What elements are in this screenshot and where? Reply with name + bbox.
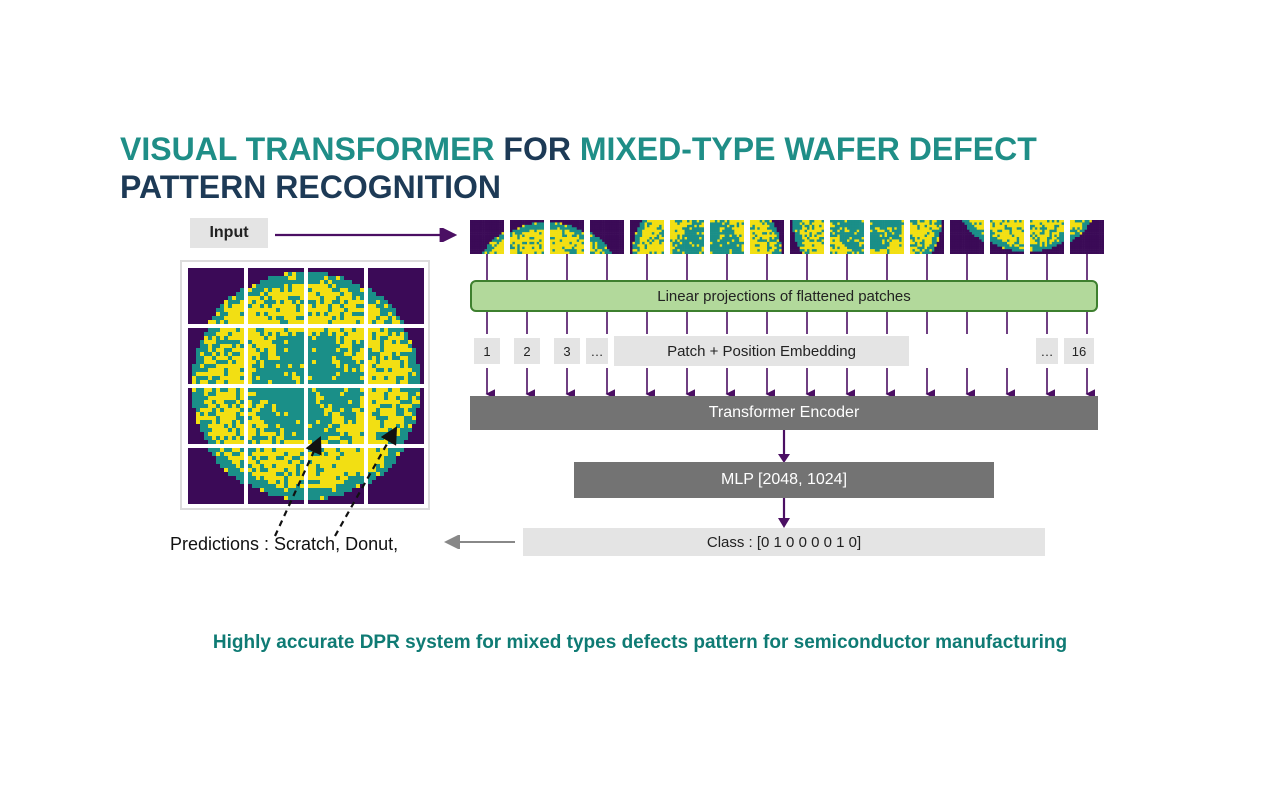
architecture-diagram: Input Predictions : Scratch, Donut, Line… bbox=[180, 218, 1100, 618]
patch-thumbnail bbox=[510, 220, 544, 254]
linear-projection-block: Linear projections of flattened patches bbox=[470, 280, 1098, 312]
position-embedding-block: Patch + Position Embedding bbox=[614, 336, 909, 366]
patch-thumbnail bbox=[1070, 220, 1104, 254]
patch-thumbnail bbox=[750, 220, 784, 254]
patch-thumbnail bbox=[910, 220, 944, 254]
arrow-mlp-to-class bbox=[776, 498, 792, 530]
patch-thumbnail bbox=[630, 220, 664, 254]
arrow-class-to-predictions bbox=[440, 535, 520, 549]
arrow-input-to-patches bbox=[275, 228, 465, 242]
patch-thumbnail bbox=[790, 220, 824, 254]
predictions-text: Predictions : Scratch, Donut, bbox=[170, 534, 398, 555]
index-box: 3 bbox=[554, 338, 580, 364]
index-box: 16 bbox=[1064, 338, 1094, 364]
patch-thumbnail bbox=[550, 220, 584, 254]
page-title: VISUAL TRANSFORMER FOR MIXED-TYPE WAFER … bbox=[120, 130, 1160, 207]
index-box: 1 bbox=[474, 338, 500, 364]
patch-thumbnail bbox=[870, 220, 904, 254]
patch-thumbnail bbox=[470, 220, 504, 254]
patch-thumbnail bbox=[670, 220, 704, 254]
patch-thumbnail bbox=[590, 220, 624, 254]
index-box: … bbox=[586, 338, 608, 364]
input-label: Input bbox=[190, 218, 268, 248]
index-box: 2 bbox=[514, 338, 540, 364]
patch-thumbnail bbox=[710, 220, 744, 254]
patch-thumbnail bbox=[1030, 220, 1064, 254]
callout-arrows bbox=[220, 418, 460, 548]
patch-thumbnail bbox=[950, 220, 984, 254]
mlp-block: MLP [2048, 1024] bbox=[574, 462, 994, 498]
patch-strip bbox=[470, 220, 1110, 254]
page-subtitle: Highly accurate DPR system for mixed typ… bbox=[0, 632, 1280, 654]
index-box: … bbox=[1036, 338, 1058, 364]
patch-thumbnail bbox=[990, 220, 1024, 254]
lines-patches-to-linproj bbox=[470, 254, 1110, 282]
class-output-block: Class : [0 1 0 0 0 0 1 0] bbox=[523, 528, 1045, 556]
transformer-encoder-block: Transformer Encoder bbox=[470, 396, 1098, 430]
patch-thumbnail bbox=[830, 220, 864, 254]
arrow-encoder-to-mlp bbox=[776, 430, 792, 464]
